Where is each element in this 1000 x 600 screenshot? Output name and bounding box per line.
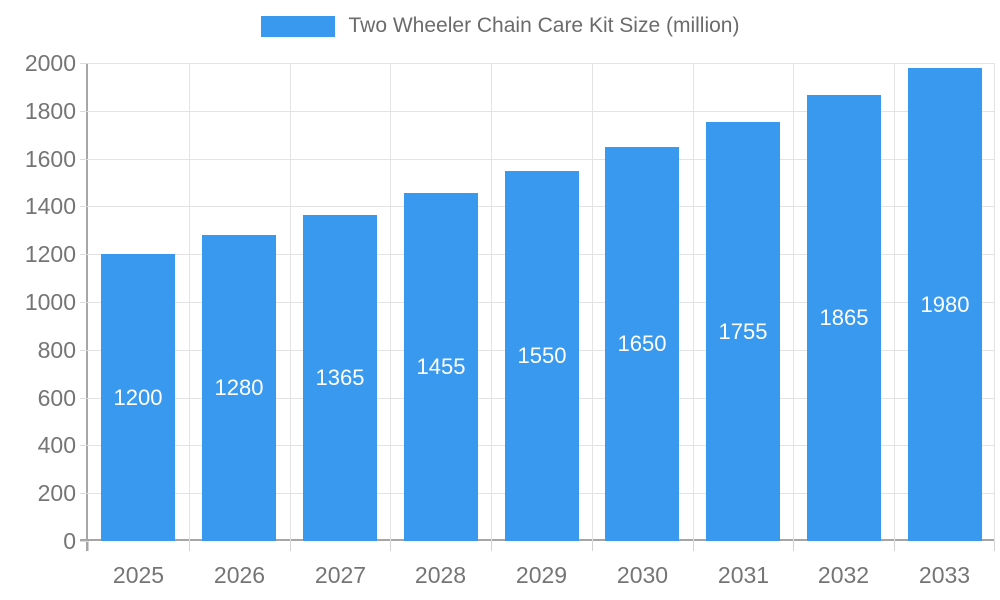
y-axis-tick	[80, 63, 88, 64]
bar-value-label: 1650	[617, 331, 667, 356]
gridline-vertical	[491, 63, 492, 541]
y-axis-tick	[80, 111, 88, 112]
y-axis-tick	[80, 541, 88, 542]
y-tick-label: 0	[63, 528, 76, 554]
legend-label: Two Wheeler Chain Care Kit Size (million…	[348, 14, 740, 37]
y-tick-label: 1400	[24, 193, 76, 219]
x-axis-tick	[88, 541, 89, 551]
y-axis-tick	[80, 398, 88, 399]
y-tick-label: 2000	[24, 50, 76, 76]
legend-swatch	[260, 15, 335, 37]
x-axis-tick	[693, 541, 694, 551]
x-tick-label: 2031	[717, 562, 770, 588]
bar: 1650	[605, 147, 679, 541]
gridline-horizontal	[88, 63, 995, 64]
bar: 1980	[908, 68, 982, 541]
x-axis-tick	[390, 541, 391, 551]
y-tick-label: 1800	[24, 98, 76, 124]
y-tick-label: 1200	[24, 241, 76, 267]
x-axis-tick	[994, 541, 995, 551]
y-axis-tick	[80, 302, 88, 303]
x-tick-label: 2028	[414, 562, 467, 588]
y-axis-tick	[80, 254, 88, 255]
x-axis-tick	[491, 541, 492, 551]
bar-value-label: 1865	[819, 305, 869, 330]
y-axis-tick	[80, 493, 88, 494]
y-axis-tick	[80, 350, 88, 351]
bar: 1280	[202, 235, 276, 541]
legend: Two Wheeler Chain Care Kit Size (million…	[0, 14, 1000, 38]
x-tick-label: 2025	[112, 562, 165, 588]
gridline-vertical	[693, 63, 694, 541]
bar: 1455	[404, 193, 478, 541]
gridline-horizontal	[88, 159, 995, 160]
bar-value-label: 1755	[718, 318, 768, 344]
x-axis-tick	[894, 541, 895, 551]
y-tick-label: 400	[37, 432, 76, 458]
gridline-vertical	[894, 63, 895, 541]
bar: 1550	[505, 171, 579, 541]
x-axis-tick	[592, 541, 593, 551]
gridline-horizontal	[88, 111, 995, 112]
x-axis-tick	[290, 541, 291, 551]
plot-area: 1200 1280 1365 1455 1550 1650 1755 1865 1980	[80, 63, 995, 551]
y-tick-label: 200	[37, 480, 76, 506]
x-tick-label: 2027	[314, 562, 367, 588]
bar-value-label: 1280	[214, 375, 264, 400]
y-axis-tick	[80, 206, 88, 207]
x-axis-tick	[793, 541, 794, 551]
x-tick-label: 2032	[817, 562, 870, 588]
bar-value-label: 1550	[517, 343, 567, 368]
bar: 1755	[706, 122, 780, 541]
gridline-vertical	[189, 63, 190, 541]
bar-value-label: 1200	[113, 384, 163, 410]
y-tick-label: 600	[37, 385, 76, 411]
bar: 1865	[807, 95, 881, 541]
x-tick-label: 2033	[918, 562, 971, 588]
y-axis-tick	[80, 445, 88, 446]
x-axis-tick	[189, 541, 190, 551]
y-axis-line	[86, 63, 88, 551]
y-tick-label: 1000	[24, 289, 76, 315]
y-tick-label: 800	[37, 337, 76, 363]
gridline-vertical	[994, 63, 995, 541]
bar-value-label: 1980	[920, 291, 970, 317]
y-tick-label: 1600	[24, 146, 76, 172]
y-axis-tick	[80, 159, 88, 160]
gridline-vertical	[290, 63, 291, 541]
x-tick-label: 2029	[515, 562, 568, 588]
gridline-vertical	[390, 63, 391, 541]
gridline-vertical	[793, 63, 794, 541]
bar: 1200	[101, 254, 175, 541]
gridline-vertical	[592, 63, 593, 541]
x-axis-labels: 2025 2026 2027 2028 2029 2030 2031 2032 2033	[88, 561, 995, 591]
x-tick-label: 2030	[616, 562, 669, 588]
x-tick-label: 2026	[213, 562, 266, 588]
y-axis-labels: 0 200 400 600 800 1000 1200 1400 1600 1800 2000	[0, 50, 76, 554]
bar: 1365	[303, 215, 377, 541]
bar-value-label: 1365	[315, 365, 365, 390]
bar-value-label: 1455	[416, 354, 466, 379]
